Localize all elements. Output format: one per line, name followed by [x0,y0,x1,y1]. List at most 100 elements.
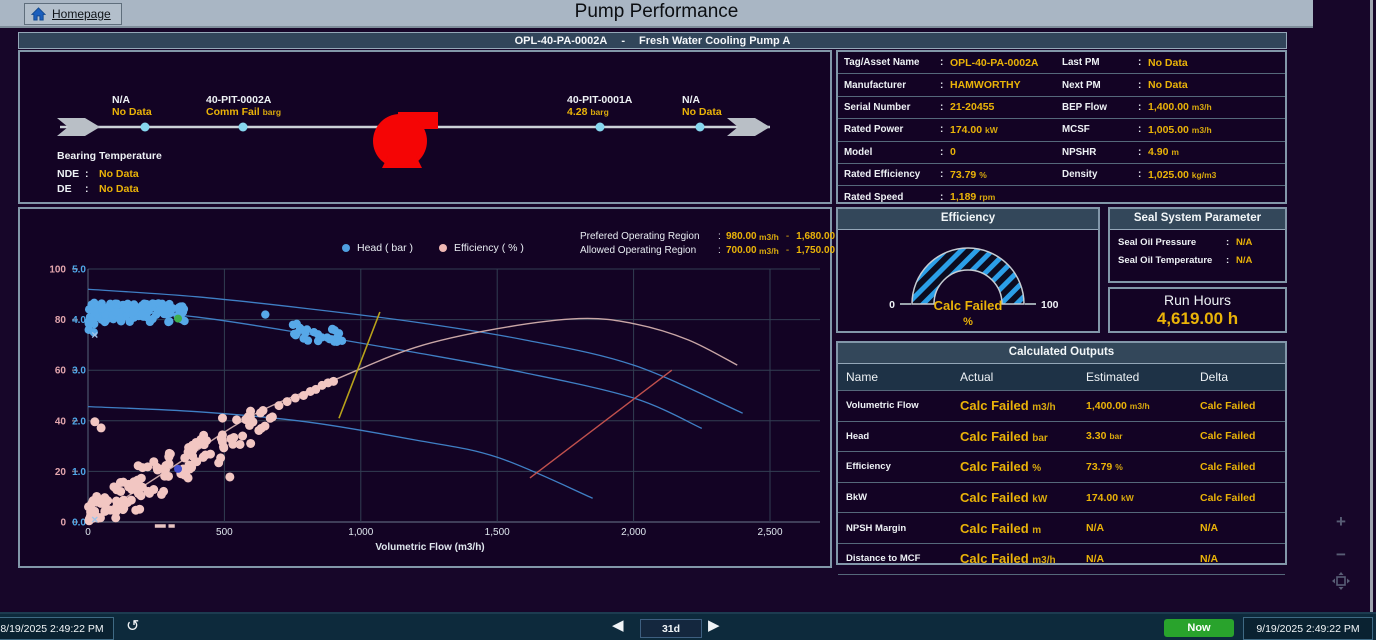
asset-info-row: Rated Power:174.00 kW MCSF:1,005.00 m3/h [838,119,1285,142]
time-range-selector[interactable]: 31d [640,619,702,638]
asset-info-row: Rated Speed:1,189 rpm [844,191,996,204]
svg-text:100: 100 [49,265,66,276]
chart-legend: Head ( bar ) Efficiency ( % ) [342,242,524,254]
zoom-out-button[interactable]: − [1336,545,1346,564]
run-hours-value: 4,619.00 h [1156,309,1239,328]
asset-info-table: Tag/Asset Name: OPL-40-PA-0002A Last PM: N… [836,50,1287,204]
mcsf-line-red [529,369,673,479]
sensor-dot-3 [595,122,605,132]
time-range-footer: 8/19/2025 2:49:22 PM ↺ ◀ 31d ▶ Now 9/19/… [0,612,1376,640]
head-curve-mid [87,306,703,429]
operating-regions: Prefered Operating Region: 980.00 m3/h -… [580,230,857,258]
sensor-label: 40-PIT-0002A Comm Fail barg [206,94,282,118]
sensor-dot-4 [695,122,705,132]
fit-screen-icon [1332,572,1350,590]
svg-text:20: 20 [55,467,67,478]
performance-chart-panel: 0 0.0 20 1.0 40 2.0 60 3.0 80 4.0 100 5.0 0 500 1,000 1… [18,207,857,568]
bearing-title: Bearing Temperature [57,150,162,162]
calc-output-row: BkW Calc Failed kW 174.00 kW Calc Failed [838,483,1285,514]
gauge-max-label: 100 [1041,299,1059,311]
gauge-arc [911,247,1025,305]
head-curve-upper [87,288,743,414]
calc-output-row: Head Calc Failed bar 3.30 bar Calc Failed [838,422,1285,453]
sensor-label: 40-PIT-0001A 4.28 barg [567,94,633,118]
svg-text:0: 0 [60,518,66,529]
calc-output-row: Volumetric Flow Calc Failed m3/h 1,400.00 … [838,391,1285,422]
refresh-icon[interactable]: ↺ [126,618,140,635]
prev-range-arrow[interactable]: ◀ [612,617,624,634]
gauge-unit: % [963,316,973,328]
efficiency-gauge-panel: Efficiency 0 100 Calc Failed % [836,207,1100,333]
seal-system-title: Seal System Parameter [1110,209,1285,230]
svg-text:Volumetric Flow (m3/h): Volumetric Flow (m3/h) [375,542,484,553]
svg-text:60: 60 [55,366,67,377]
asset-name: Fresh Water Cooling Pump A [639,34,791,47]
seal-oil-pressure-row: Seal Oil Pressure: N/A [1118,237,1253,248]
head-legend-dot [342,244,350,252]
subheader-separator: - [621,34,626,47]
bearing-row-nde: NDE: No Data [57,168,139,180]
legend-item-head: Head ( bar ) [342,242,413,254]
top-header-bar: Pump Performance Homepage [0,0,1313,28]
bearing-temperature-block: Bearing Temperature NDE: No Data DE: No Da… [57,150,162,197]
pipe-diagram [57,112,770,168]
pipe-arrow-in [57,118,100,136]
svg-text:×: × [91,328,98,342]
asset-info-row: Model:0 NPSHR:4.90 m [838,142,1285,164]
efficiency-legend-dot [439,244,448,252]
asset-info-row: Manufacturer: HAMWORTHY Next PM: No Data [838,74,1285,97]
gauge-min-label: 0 [889,299,895,311]
efficiency-points [84,376,339,526]
svg-text:×: × [91,512,98,526]
fit-screen-button[interactable] [1328,572,1354,596]
end-date-field[interactable]: 9/19/2025 2:49:22 PM [1243,617,1373,640]
svg-text:0: 0 [85,527,91,538]
home-icon [31,7,46,21]
head-curve-lower [87,405,593,499]
vertical-scrollbar[interactable] [1370,0,1373,612]
asset-info-row: Rated Efficiency:73.79 % Density:1,025.00… [838,164,1285,187]
bearing-row-de: DE: No Data [57,183,139,195]
svg-text:40: 40 [55,416,67,427]
run-hours-title: Run Hours [1164,292,1231,308]
homepage-label: Homepage [52,7,111,21]
asset-info-row: Tag/Asset Name: OPL-40-PA-0002A Last PM: N… [838,52,1285,75]
sensor-dot-2 [238,122,248,132]
seal-system-panel: Seal System Parameter Seal Oil Pressure:… [1108,207,1287,283]
now-button[interactable]: Now [1164,619,1234,637]
head-points [84,298,347,346]
pipe-arrow-out [727,118,770,136]
seal-oil-temperature-row: Seal Oil Temperature: N/A [1118,255,1253,266]
region-line-yellow [338,311,381,419]
svg-text:1,500: 1,500 [485,527,510,538]
svg-text:2.0: 2.0 [72,416,86,427]
svg-text:80: 80 [55,315,67,326]
sensor-label: N/A No Data [112,94,152,118]
start-date-field[interactable]: 8/19/2025 2:49:22 PM [0,617,114,640]
asset-info-row: Serial Number:21-20455 BEP Flow:1,400.00… [838,97,1285,120]
pump-schematic-panel: N/A No Data 40-PIT-0002A Comm Fail barg 40-… [18,50,832,204]
svg-text:0.0: 0.0 [72,518,86,529]
pump-icon [373,112,438,168]
run-hours-panel: Run Hours 4,619.00 h [1108,287,1287,333]
page-title: Pump Performance [574,1,739,22]
calculated-outputs-panel: Calculated Outputs Name Actual Estimated… [836,341,1287,575]
sensor-dot-1 [140,122,150,132]
efficiency-curve [87,317,738,523]
svg-text:2,500: 2,500 [757,527,782,538]
legend-item-efficiency: Efficiency ( % ) [439,242,524,254]
svg-text:5.0: 5.0 [72,265,86,276]
svg-text:1.0: 1.0 [72,467,86,478]
sensor-label: N/A No Data [682,94,722,118]
zoom-in-button[interactable]: + [1336,512,1346,531]
next-range-arrow[interactable]: ▶ [708,617,720,634]
gauge-value: Calc Failed [934,298,1003,313]
preferred-operating-region: Prefered Operating Region: 980.00 m3/h -… [580,231,857,242]
homepage-button[interactable]: Homepage [24,3,122,25]
efficiency-gauge-title: Efficiency [838,209,1098,230]
svg-text:500: 500 [216,527,233,538]
svg-text:2,000: 2,000 [621,527,646,538]
efficiency-gauge: 0 100 Calc Failed % [889,247,1059,328]
calc-output-row: Efficiency Calc Failed % 73.79 % Calc Faile… [838,452,1285,483]
